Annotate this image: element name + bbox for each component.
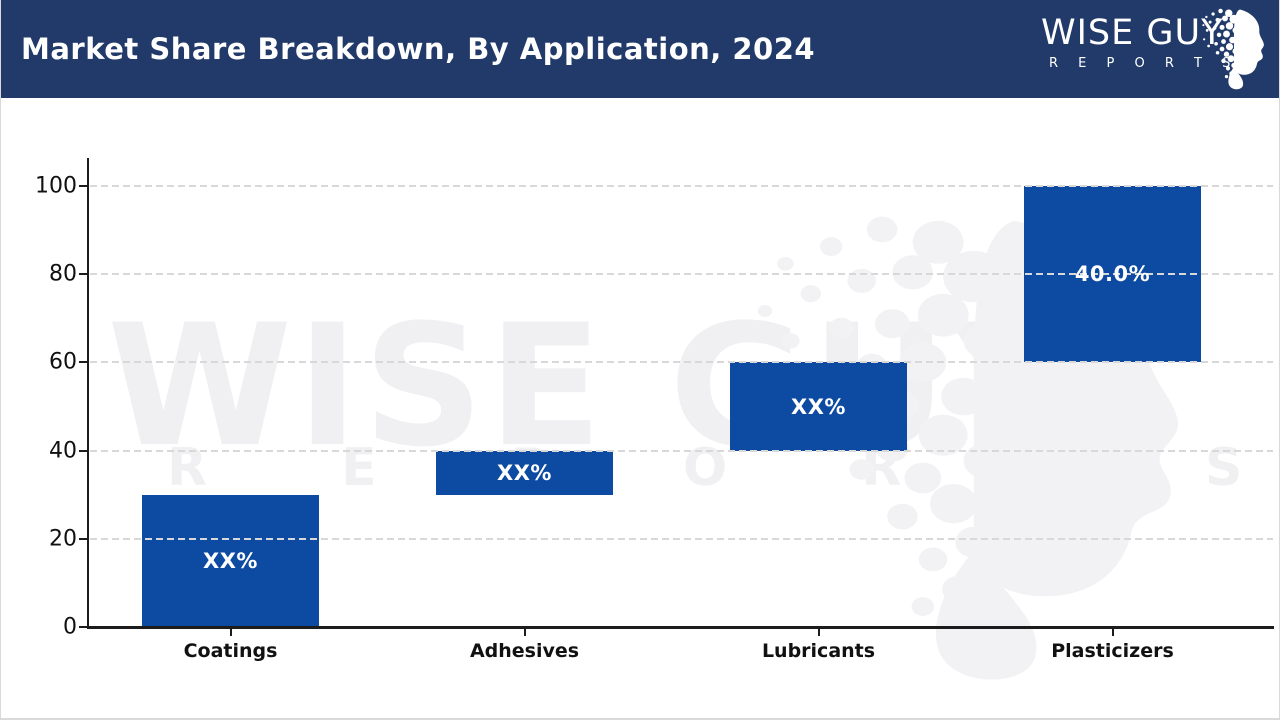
gridline-40 [90, 449, 1273, 452]
x-axis-line [87, 626, 1274, 629]
y-tick-label: 0 [63, 614, 77, 640]
brand-logo: WISE GUY R E P O R T S [1041, 13, 1239, 71]
x-tick-2 [817, 629, 820, 636]
bar-label-adhesives: XX% [497, 460, 552, 485]
gridline-80 [90, 273, 1273, 276]
y-tick-60 [79, 361, 88, 364]
gridline-100 [90, 185, 1273, 187]
page-title: Market Share Breakdown, By Application, … [21, 32, 816, 66]
gridline-60 [90, 361, 1273, 364]
header-bar: Market Share Breakdown, By Application, … [1, 0, 1279, 98]
x-tick-0 [229, 629, 232, 636]
y-tick-label: 20 [49, 526, 77, 552]
bar-label-lubricants: XX% [791, 394, 846, 419]
logo-reports-text: R E P O R T S [1049, 56, 1239, 71]
y-tick-20 [79, 537, 88, 540]
x-tick-label-plasticizers: Plasticizers [1051, 640, 1174, 662]
y-tick-label: 60 [49, 349, 77, 375]
logo-brand-text: WISE GUY [1041, 13, 1224, 53]
x-tick-3 [1111, 629, 1114, 636]
bar-label-coatings: XX% [203, 548, 258, 573]
gridline-20 [90, 537, 1273, 540]
x-tick-label-lubricants: Lubricants [761, 640, 876, 662]
x-tick-label-coatings: Coatings [183, 640, 278, 662]
y-tick-label: 100 [35, 173, 77, 199]
x-tick-label-adhesives: Adhesives [469, 640, 580, 662]
y-tick-0 [79, 626, 88, 628]
x-tick-1 [523, 629, 526, 636]
bar-label-plasticizers: 40.0% [1074, 262, 1151, 287]
logo-head-icon [1187, 5, 1269, 93]
bar-adhesives [436, 450, 613, 495]
y-tick-label: 40 [49, 438, 77, 464]
y-axis-line [87, 158, 89, 629]
y-tick-label: 80 [49, 261, 77, 287]
y-tick-100 [79, 185, 88, 187]
bar-coatings [142, 494, 319, 627]
y-tick-40 [79, 449, 88, 452]
y-tick-80 [79, 273, 88, 276]
